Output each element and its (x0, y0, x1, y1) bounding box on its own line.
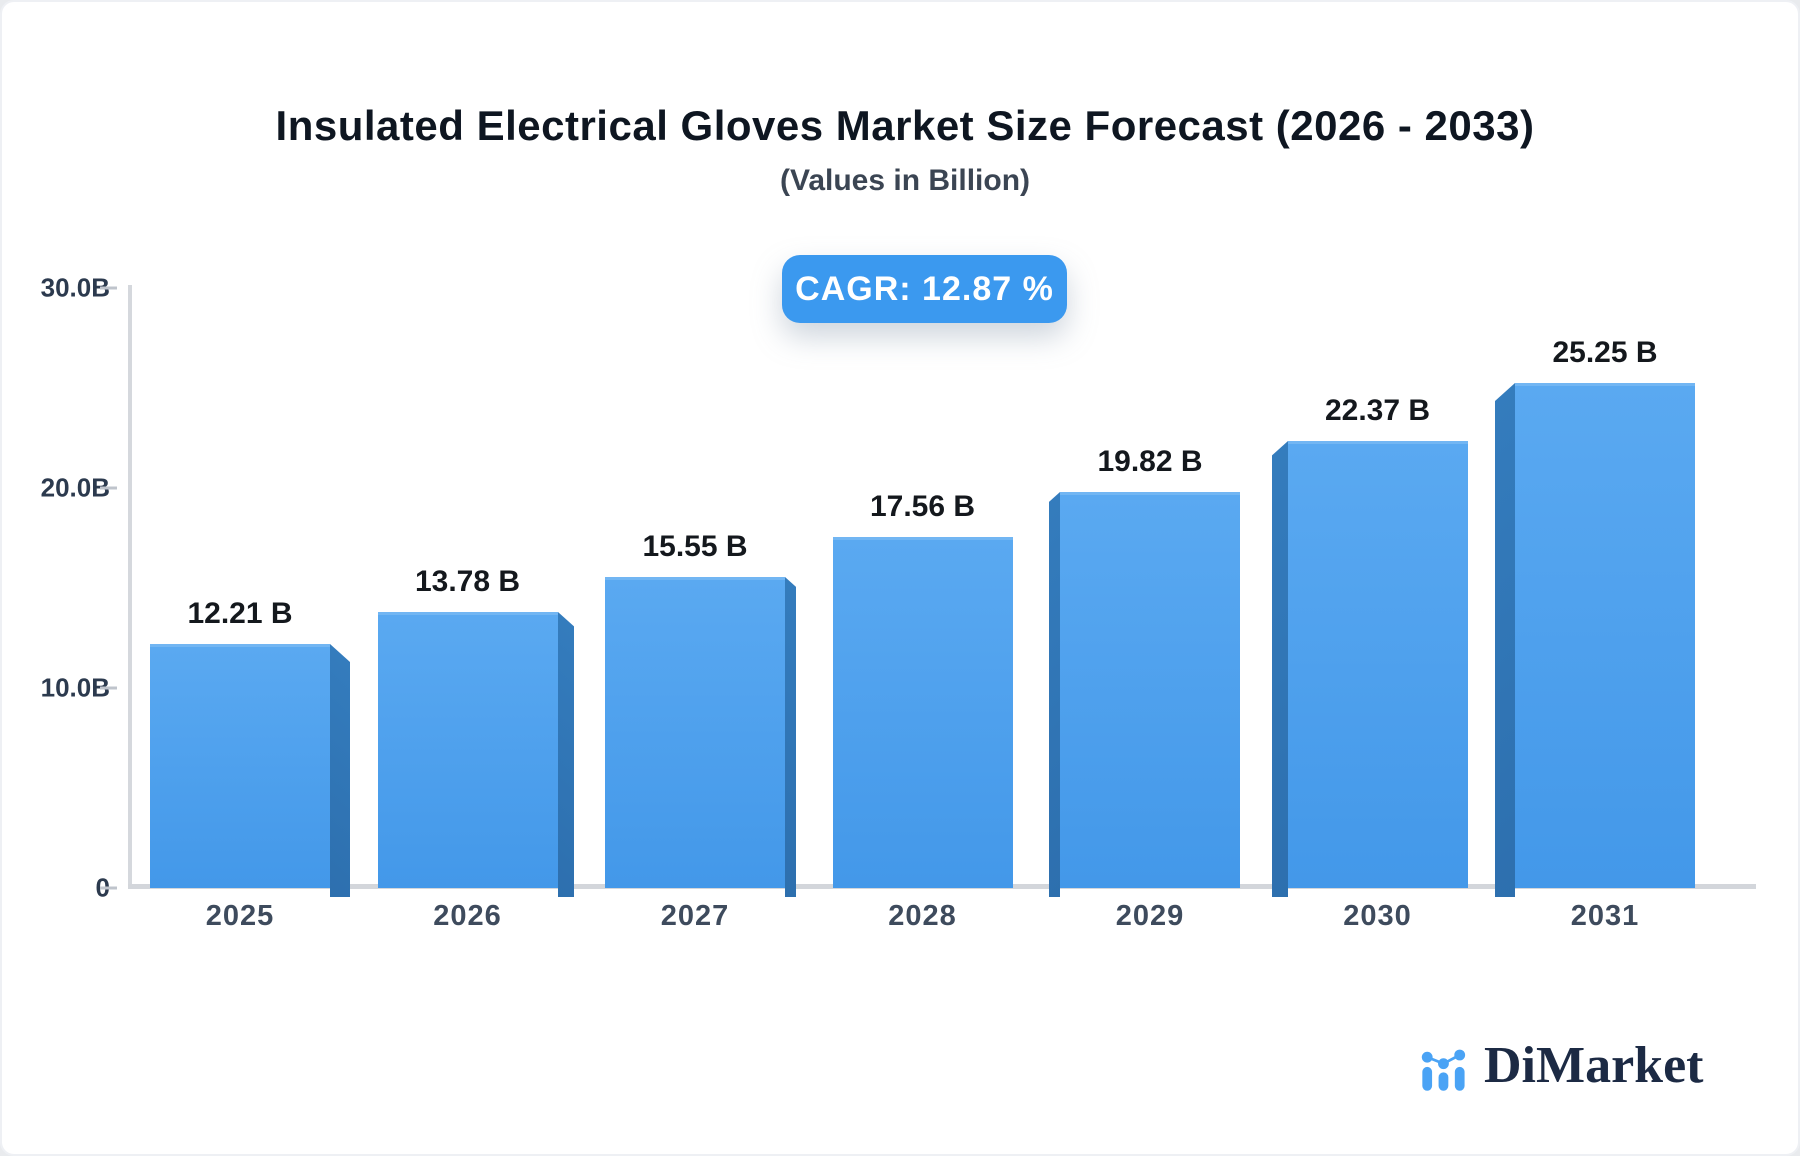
x-axis-label-2030: 2030 (1343, 900, 1412, 932)
chart-title: Insulated Electrical Gloves Market Size … (275, 102, 1535, 149)
y-tick-mark (100, 686, 117, 690)
x-axis-label-2029: 2029 (1115, 900, 1185, 932)
bar-3d-side-2026 (557, 612, 574, 897)
bar-2028 (832, 536, 1013, 888)
bar-3d-side-2027 (785, 577, 796, 897)
bar-3d-side-2031 (1495, 383, 1515, 897)
bar-value-label-2031: 25.25 B (1552, 336, 1658, 369)
y-tick-mark (100, 886, 117, 890)
bar-value-label-2030: 22.37 B (1324, 393, 1431, 427)
x-axis-label-2025: 2025 (205, 900, 275, 932)
cagr-badge: CAGR: 12.87 % (782, 255, 1067, 323)
bar-value-label-2029: 19.82 B (1097, 444, 1203, 478)
bar-2025 (150, 643, 330, 888)
x-axis-label-2028: 2028 (888, 900, 957, 932)
bar-2030 (1287, 440, 1468, 888)
x-axis-label-2027: 2027 (660, 900, 730, 932)
bar-2031 (1515, 383, 1695, 888)
brand-logo: DiMarket (1418, 1038, 1703, 1094)
y-axis-line (128, 285, 132, 889)
y-tick-label: 20.0B (40, 472, 110, 503)
brand-name: DiMarket (1484, 1037, 1704, 1094)
bar-3d-side-2029 (1049, 491, 1060, 897)
bar-3d-side-2025 (330, 643, 350, 897)
x-axis-label-2031: 2031 (1570, 900, 1640, 932)
x-axis-label-2026: 2026 (433, 900, 502, 932)
y-tick-label: 0 (95, 872, 110, 898)
bar-2026 (377, 612, 558, 888)
bar-value-label-2026: 13.78 B (414, 565, 521, 599)
plot-area: 30.0B 20.0B 10.0B 0 12.21 B 13.78 B 15.55 B 17… (40, 272, 1756, 898)
y-tick-mark (100, 286, 117, 290)
y-tick-mark (100, 486, 117, 490)
bar-2029 (1060, 491, 1240, 888)
chart-subtitle: (Values in Billion) (779, 164, 1031, 197)
brand-logo-icon (1421, 1049, 1466, 1091)
bar-value-label-2027: 15.55 B (642, 530, 748, 563)
bar-value-label-2028: 17.56 B (869, 489, 976, 523)
bar-value-label-2025: 12.21 B (187, 596, 293, 630)
y-tick-label: 30.0B (40, 272, 110, 303)
bar-3d-side-2030 (1271, 440, 1288, 897)
bar-2027 (605, 577, 785, 888)
y-tick-label: 10.0B (40, 672, 110, 703)
